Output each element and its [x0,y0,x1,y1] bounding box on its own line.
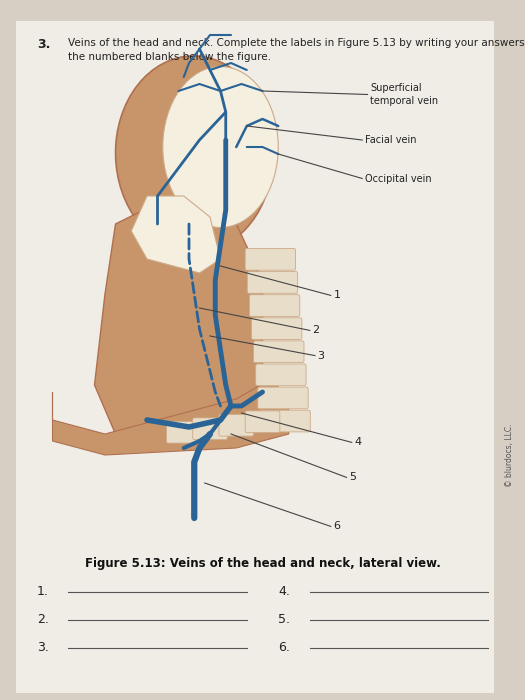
Text: 1: 1 [333,290,340,300]
FancyBboxPatch shape [249,295,300,316]
FancyBboxPatch shape [16,21,493,693]
Text: 5.: 5. [278,613,290,626]
Text: 3: 3 [318,351,324,360]
FancyBboxPatch shape [245,411,280,433]
Text: 3.: 3. [37,38,50,52]
Polygon shape [131,196,220,273]
Text: 3.: 3. [37,641,49,654]
FancyBboxPatch shape [256,364,306,386]
Text: Veins of the head and neck. Complete the labels in Figure 5.13 by writing your a: Veins of the head and neck. Complete the… [68,38,525,62]
Text: Facial vein: Facial vein [365,135,416,145]
Text: 4: 4 [354,438,362,447]
Ellipse shape [163,66,278,228]
Text: 2.: 2. [37,613,49,626]
Text: Superficial
temporal vein: Superficial temporal vein [370,83,438,106]
Text: 4.: 4. [278,585,290,598]
FancyBboxPatch shape [260,410,310,432]
FancyBboxPatch shape [219,414,254,436]
FancyBboxPatch shape [254,341,304,363]
Text: 2: 2 [312,326,320,335]
FancyBboxPatch shape [258,387,308,409]
FancyBboxPatch shape [247,272,298,293]
Ellipse shape [116,56,273,252]
Text: Occipital vein: Occipital vein [365,174,432,183]
Text: 5: 5 [349,473,356,482]
FancyBboxPatch shape [166,421,201,443]
Text: © blurdocs, LLC.: © blurdocs, LLC. [505,424,514,486]
FancyBboxPatch shape [193,418,227,440]
Text: 6: 6 [333,522,340,531]
FancyBboxPatch shape [251,318,302,340]
Text: 6.: 6. [278,641,290,654]
FancyBboxPatch shape [245,248,296,270]
Polygon shape [52,378,289,455]
Text: 1.: 1. [37,585,49,598]
Polygon shape [94,203,262,434]
Text: Figure 5.13: Veins of the head and neck, lateral view.: Figure 5.13: Veins of the head and neck,… [85,557,440,570]
